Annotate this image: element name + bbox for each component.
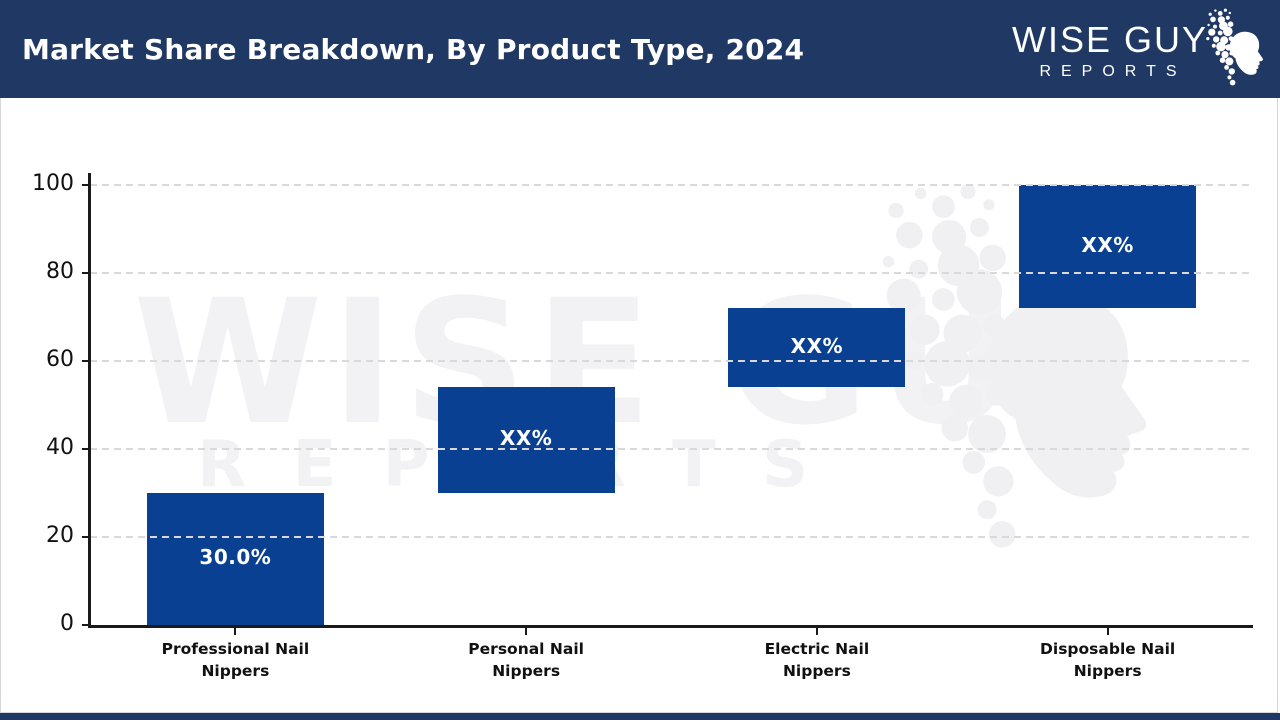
y-tick-mark [82,184,90,186]
x-tick-mark [525,627,528,635]
x-axis-line [88,625,1253,628]
y-axis-line [88,173,91,627]
x-tick-mark [234,627,237,635]
chart-bar [1019,185,1197,309]
y-tick-label: 20 [46,523,74,548]
wiseguy-logo-wordmark: WISE GUY [1011,19,1208,60]
y-tick-mark [82,536,90,538]
chart-bar [437,387,615,493]
y-tick-label: 80 [46,259,74,284]
x-category-label: Personal Nail Nippers [468,640,584,680]
y-tick-label: 100 [32,171,74,196]
bar-value-label: XX% [499,426,553,451]
gridline [90,272,1253,274]
y-tick-label: 40 [46,435,74,460]
gridline [90,184,1253,186]
y-tick-mark [82,272,90,274]
wiseguy-logo-text: WISE GUY REPORTS [1012,19,1208,81]
y-tick-label: 0 [60,611,74,636]
bar-value-label: 30.0% [199,545,272,569]
header-band: Market Share Breakdown, By Product Type,… [0,0,1280,98]
footer-strip [0,713,1280,720]
bar-value-label: XX% [1081,232,1134,257]
x-tick-mark [1106,627,1109,635]
wiseguy-logo: WISE GUY REPORTS [1012,4,1280,96]
x-category-label: Electric Nail Nippers [764,640,870,680]
chart-bar [146,493,324,625]
x-category-label: Disposable Nail Nippers [1040,640,1176,680]
gridline [90,448,1253,450]
y-tick-mark [82,360,90,362]
gridline [90,536,1253,538]
wiseguy-logo-subtitle: REPORTS [1039,63,1187,80]
chart-bar [728,308,906,388]
y-tick-mark [82,624,90,626]
x-category-label: Professional Nail Nippers [161,640,310,680]
y-tick-mark [82,448,90,450]
y-tick-label: 60 [46,347,74,372]
gridline [90,360,1253,362]
chart-title: Market Share Breakdown, By Product Type,… [22,32,805,66]
x-tick-mark [815,627,818,635]
bar-value-label: XX% [790,333,844,358]
